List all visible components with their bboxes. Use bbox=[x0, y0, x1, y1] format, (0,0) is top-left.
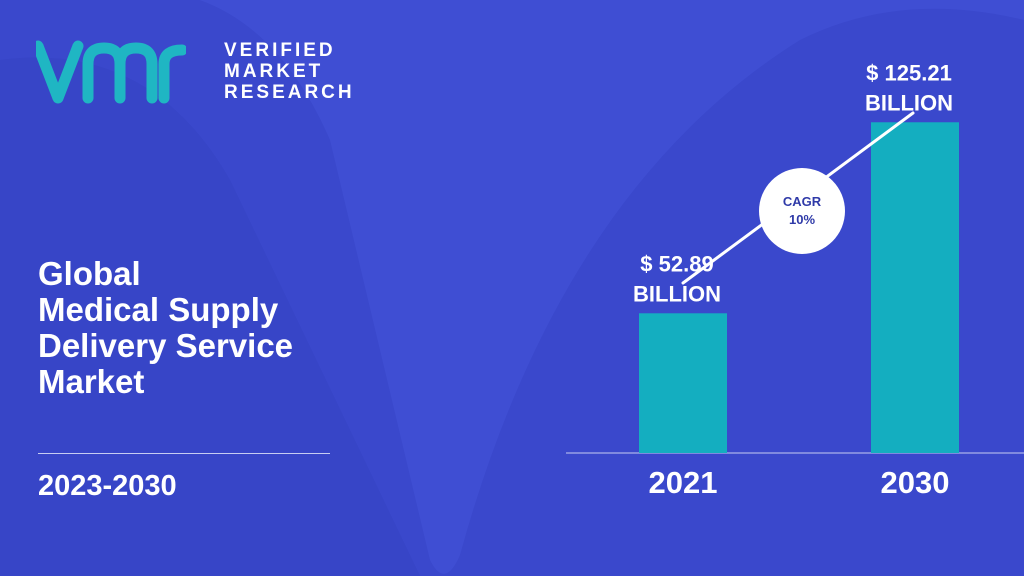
background-v-shape bbox=[199, 0, 1024, 574]
title-line-1: Global bbox=[38, 255, 141, 292]
forecast-period: 2023-2030 bbox=[38, 470, 177, 502]
title-line-3: Delivery Service bbox=[38, 327, 294, 364]
bar-2030 bbox=[871, 122, 959, 454]
brand-logo: VERIFIED MARKET RESEARCH bbox=[36, 38, 352, 106]
logo-line-3: RESEARCH bbox=[224, 82, 355, 103]
cagr-label: CAGR bbox=[782, 194, 822, 209]
report-title: Global Medical Supply Delivery Service M… bbox=[38, 256, 358, 400]
x-tick-label-2021: 2021 bbox=[649, 465, 718, 500]
logo-line-2: MARKET bbox=[224, 61, 324, 82]
cagr-badge: CAGR 10% bbox=[759, 168, 845, 254]
title-divider bbox=[38, 453, 330, 454]
logo-wordmark: VERIFIED MARKET RESEARCH bbox=[224, 40, 355, 103]
data-label-2030-line-2: BILLION bbox=[865, 90, 953, 115]
vmr-logo-icon bbox=[36, 40, 186, 104]
bar-2021 bbox=[639, 313, 727, 453]
cagr-value: 10% bbox=[788, 212, 816, 227]
background-v-shadow bbox=[0, 57, 420, 576]
data-label-2021-line-1: $ 52.89 bbox=[640, 251, 713, 276]
title-line-2: Medical Supply bbox=[38, 291, 279, 328]
data-label-2021-line-2: BILLION bbox=[633, 281, 721, 306]
title-line-4: Market bbox=[38, 363, 145, 400]
data-label-2030-line-1: $ 125.21 bbox=[866, 60, 952, 85]
logo-line-1: VERIFIED bbox=[224, 40, 336, 61]
x-tick-label-2030: 2030 bbox=[881, 465, 950, 500]
